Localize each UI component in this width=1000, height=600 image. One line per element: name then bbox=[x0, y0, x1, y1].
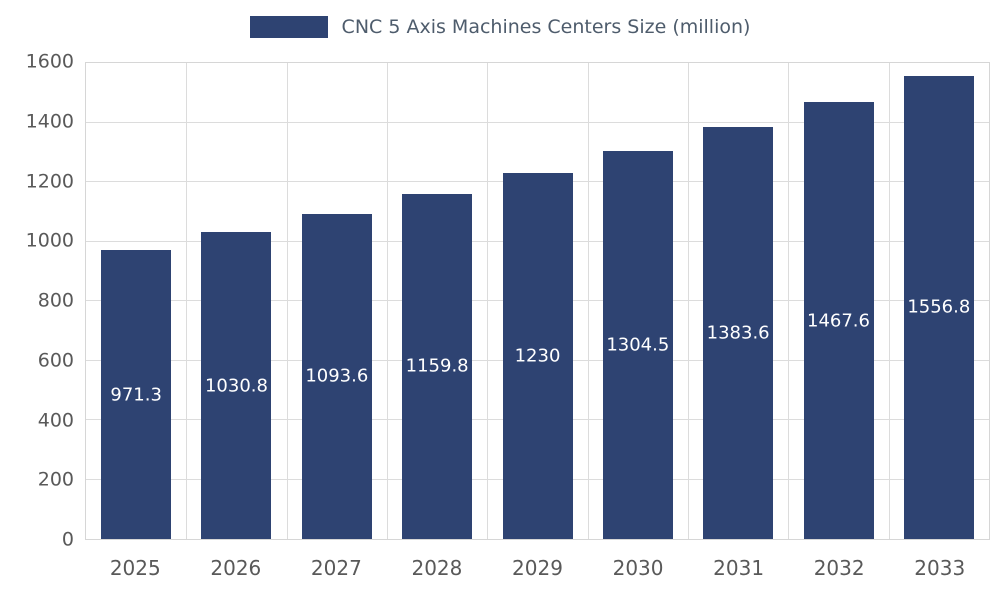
y-tick-label: 1600 bbox=[25, 50, 74, 73]
v-gridline bbox=[788, 63, 790, 539]
y-axis: 0 200 400 600 800 1000 1200 1400 1600 bbox=[0, 52, 74, 549]
x-tick-label: 2031 bbox=[713, 556, 765, 580]
bar-value-label: 1230 bbox=[514, 345, 561, 367]
x-tick-label: 2025 bbox=[109, 556, 161, 580]
bar-value-label: 1467.6 bbox=[807, 310, 870, 332]
bar-2026: 1030.8 bbox=[201, 232, 272, 539]
y-tick-label: 800 bbox=[37, 289, 74, 312]
bar-2029: 1230 bbox=[502, 173, 573, 539]
legend-swatch bbox=[249, 16, 328, 38]
y-tick-label: 1200 bbox=[25, 170, 74, 192]
y-tick-label: 400 bbox=[37, 409, 74, 431]
chart-legend: CNC 5 Axis Machines Centers Size (millio… bbox=[0, 16, 1000, 38]
x-tick-label: 2026 bbox=[210, 556, 262, 580]
bar-value-label: 1304.5 bbox=[606, 334, 670, 356]
y-tick-label: 600 bbox=[37, 349, 74, 372]
bar-2027: 1093.6 bbox=[301, 213, 372, 539]
bar-value-label: 1093.6 bbox=[305, 365, 369, 387]
x-tick-label: 2028 bbox=[411, 556, 463, 580]
bar-value-label: 971.3 bbox=[110, 384, 162, 406]
x-axis: 2025 2026 2027 2028 2029 2030 2031 2032 2033 bbox=[85, 556, 990, 588]
bar-2030: 1304.5 bbox=[602, 150, 673, 539]
bar-2025: 971.3 bbox=[101, 250, 172, 539]
plot-area: 971.3 1030.8 1093.6 1159.8 1230 1304.5 1383.6 1… bbox=[85, 62, 990, 540]
v-gridline bbox=[286, 63, 288, 539]
x-tick-label: 2032 bbox=[813, 556, 865, 580]
chart-title: CNC 5 Axis Machines Centers Size (millio… bbox=[341, 16, 751, 38]
x-tick-label: 2029 bbox=[512, 556, 563, 580]
bar-value-label: 1383.6 bbox=[706, 322, 770, 344]
bar-value-label: 1556.8 bbox=[907, 296, 971, 318]
bar-value-label: 1030.8 bbox=[204, 375, 268, 397]
h-gridline bbox=[86, 121, 989, 123]
v-gridline bbox=[487, 63, 489, 539]
v-gridline bbox=[687, 63, 689, 539]
v-gridline bbox=[386, 63, 388, 539]
x-tick-label: 2030 bbox=[612, 556, 664, 580]
bar-value-label: 1159.8 bbox=[405, 355, 469, 377]
bar-2032: 1467.6 bbox=[803, 102, 874, 539]
v-gridline bbox=[186, 63, 188, 539]
y-tick-label: 0 bbox=[61, 528, 74, 551]
bar-2028: 1159.8 bbox=[402, 193, 473, 539]
x-tick-label: 2033 bbox=[914, 556, 966, 580]
v-gridline bbox=[587, 63, 589, 539]
y-tick-label: 1400 bbox=[25, 110, 74, 133]
bar-2031: 1383.6 bbox=[703, 127, 774, 539]
v-gridline bbox=[888, 63, 890, 539]
y-tick-label: 200 bbox=[37, 468, 74, 491]
y-tick-label: 1000 bbox=[25, 229, 74, 252]
bar-2033: 1556.8 bbox=[903, 75, 974, 539]
x-tick-label: 2027 bbox=[310, 556, 362, 580]
